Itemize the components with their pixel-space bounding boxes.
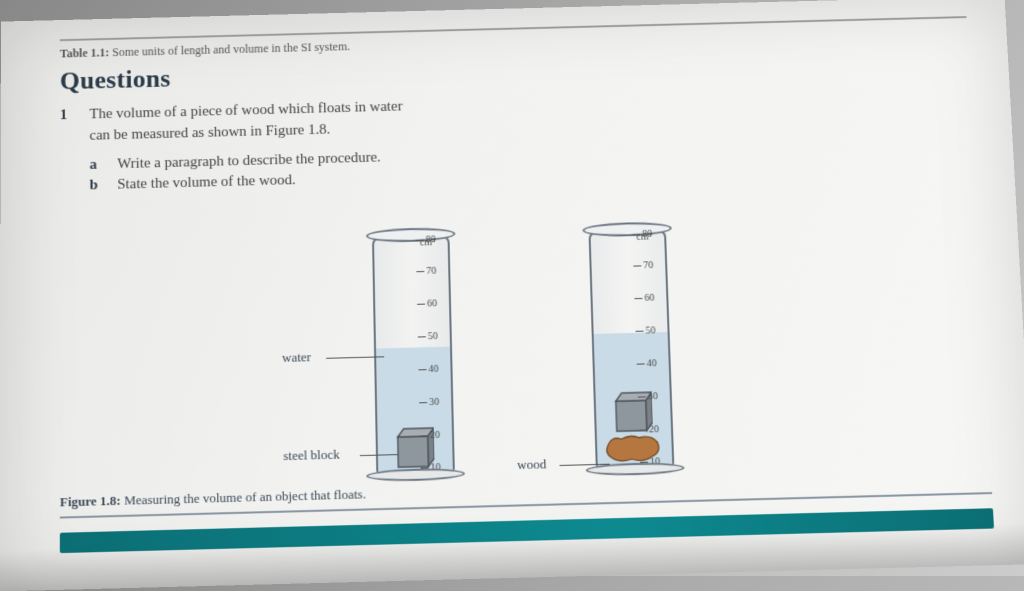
left-cylinder-group: cm³ 8070605040302010 water steel block bbox=[372, 235, 455, 476]
scale-tick: 20 bbox=[639, 429, 669, 430]
scale-tick: 40 bbox=[418, 369, 448, 370]
question-body: The volume of a piece of wood which floa… bbox=[89, 97, 403, 147]
textbook-page: Table 1.1: Some units of length and volu… bbox=[0, 0, 1024, 591]
table-caption-bold: Table 1.1: bbox=[60, 46, 109, 61]
scale-tick: 60 bbox=[417, 304, 447, 305]
water-label: water bbox=[282, 349, 311, 366]
wood-label: wood bbox=[517, 456, 547, 473]
figure-caption-text: Measuring the volume of an object that f… bbox=[121, 486, 366, 508]
teal-divider-bar bbox=[60, 508, 994, 553]
left-cylinder: cm³ 8070605040302010 bbox=[372, 235, 455, 476]
subq-b-label: b bbox=[90, 176, 104, 198]
figure-1-8: cm³ 8070605040302010 water steel block bbox=[60, 192, 990, 484]
scale-tick: 70 bbox=[416, 271, 446, 272]
subq-b-text: State the volume of the wood. bbox=[117, 171, 295, 197]
left-scale: 8070605040302010 bbox=[416, 239, 451, 469]
subq-a-label: a bbox=[90, 154, 104, 176]
question-number: 1 bbox=[60, 105, 74, 148]
figure-caption-bold: Figure 1.8: bbox=[60, 493, 121, 510]
scale-tick: 80 bbox=[416, 239, 446, 240]
scale-tick: 50 bbox=[636, 331, 666, 332]
scale-tick: 40 bbox=[637, 363, 667, 364]
steel-label: steel block bbox=[283, 447, 340, 465]
scale-tick: 50 bbox=[418, 336, 448, 337]
right-cylinder: cm³ 8070605040302010 bbox=[588, 229, 674, 470]
scale-tick: 30 bbox=[419, 402, 449, 403]
scale-tick: 20 bbox=[420, 435, 450, 436]
question-text-line2: can be measured as shown in Figure 1.8. bbox=[89, 122, 330, 144]
right-cylinder-group: cm³ 8070605040302010 wood bbox=[588, 229, 674, 470]
scale-tick: 60 bbox=[634, 298, 664, 299]
scale-tick: 30 bbox=[638, 396, 668, 397]
table-caption-text: Some units of length and volume in the S… bbox=[109, 40, 350, 60]
scale-tick: 70 bbox=[633, 266, 663, 267]
scale-tick: 80 bbox=[632, 233, 662, 234]
question-text-line1: The volume of a piece of wood which floa… bbox=[89, 99, 402, 123]
